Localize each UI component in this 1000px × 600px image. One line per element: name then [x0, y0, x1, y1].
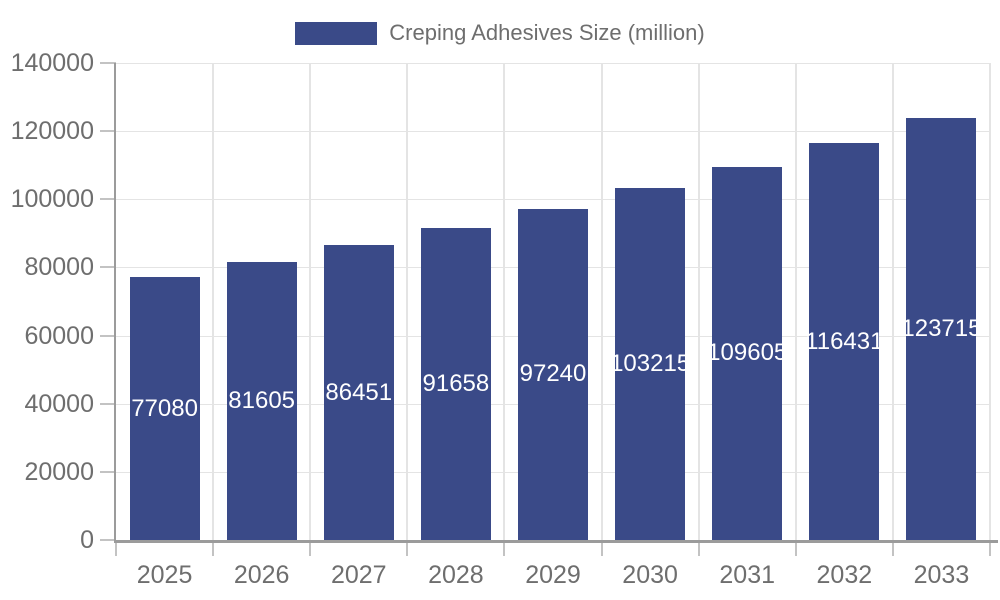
gridline-vertical [794, 63, 797, 540]
y-axis-label: 60000 [24, 321, 94, 350]
x-axis-label: 2027 [330, 561, 387, 589]
bar[interactable] [129, 277, 200, 540]
x-axis-label: 2031 [719, 561, 776, 589]
bar-value-label: 86451 [325, 378, 393, 406]
bar[interactable] [712, 166, 783, 540]
x-axis-tick [406, 543, 409, 556]
y-axis-label: 20000 [24, 457, 94, 486]
y-axis-tick [100, 198, 116, 201]
x-axis-label: 2026 [233, 561, 290, 589]
x-axis-tick [212, 543, 215, 556]
y-axis-line [114, 63, 116, 542]
x-axis-tick [697, 543, 700, 556]
y-axis-label: 120000 [10, 117, 94, 146]
gridline-horizontal [116, 63, 990, 64]
bar-value-label: 77080 [131, 394, 198, 422]
x-axis-tick [989, 543, 991, 556]
x-axis-label: 2030 [622, 561, 678, 589]
legend-swatch [295, 21, 378, 45]
gridline-vertical [989, 63, 991, 540]
y-axis-label: 140000 [10, 49, 94, 77]
y-axis-tick [100, 334, 116, 337]
gridline-vertical [503, 63, 506, 540]
bar[interactable] [420, 227, 491, 540]
bar[interactable] [226, 261, 297, 540]
y-axis-tick [100, 266, 116, 269]
bar[interactable] [615, 188, 686, 540]
gridline-horizontal [116, 131, 990, 133]
x-axis-tick [600, 543, 603, 556]
bar[interactable] [809, 143, 880, 540]
gridline-vertical [406, 63, 409, 540]
gridline-vertical [697, 63, 700, 540]
legend[interactable]: Creping Adhesives Size (million) [0, 20, 1000, 46]
gridline-vertical [212, 63, 215, 540]
gridline-vertical [309, 63, 312, 540]
x-axis-tick [115, 543, 117, 556]
gridline-horizontal [116, 199, 990, 201]
y-axis-tick [100, 130, 116, 133]
bar[interactable] [906, 118, 977, 540]
y-axis-tick [100, 402, 116, 405]
x-axis-tick [891, 543, 894, 556]
y-axis-label: 0 [80, 526, 94, 554]
bar[interactable] [518, 208, 588, 540]
bar-value-label: 97240 [519, 360, 587, 388]
y-axis-tick [100, 62, 116, 64]
gridline-vertical [891, 63, 894, 540]
bar[interactable] [323, 245, 394, 540]
bar-value-label: 103215 [610, 350, 691, 378]
x-axis-tick [794, 543, 797, 556]
bar-value-label: 109605 [707, 339, 788, 367]
y-axis-tick [100, 470, 116, 473]
x-axis-tick [503, 543, 506, 556]
y-axis-label: 100000 [10, 185, 94, 214]
gridline-vertical [600, 63, 603, 540]
y-axis-tick [100, 539, 116, 541]
y-axis-label: 80000 [24, 253, 94, 282]
x-axis-label: 2025 [136, 561, 193, 589]
bar-value-label: 123715 [901, 315, 982, 343]
x-axis-label: 2028 [428, 561, 484, 589]
x-axis-label: 2032 [816, 561, 873, 589]
legend-label: Creping Adhesives Size (million) [389, 20, 705, 45]
x-axis-label: 2033 [913, 561, 970, 589]
x-axis-tick [309, 543, 312, 556]
y-axis-label: 40000 [24, 389, 94, 418]
plot-area: 0 20000 40000 60000 80000 100000 120000 140000 7… [11, 49, 998, 589]
bar-value-label: 81605 [228, 386, 296, 414]
bar-value-label: 91658 [422, 369, 490, 397]
x-axis-label: 2029 [525, 561, 581, 589]
x-axis-line [114, 540, 998, 543]
bar-value-label: 116431 [805, 327, 884, 355]
